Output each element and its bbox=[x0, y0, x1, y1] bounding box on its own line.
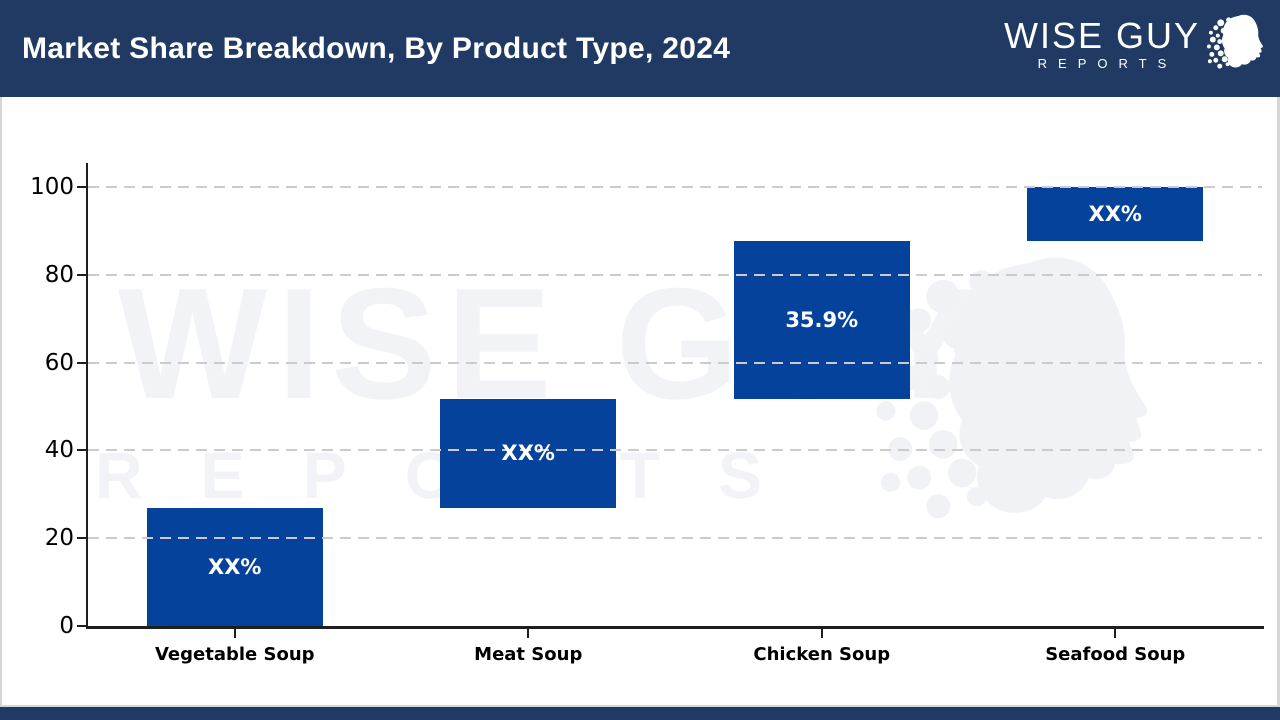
x-category-label: Chicken Soup bbox=[753, 644, 891, 665]
bar-value-label: XX% bbox=[1088, 202, 1142, 227]
footer-bar bbox=[0, 707, 1280, 720]
header-bar: Market Share Breakdown, By Product Type,… bbox=[0, 0, 1280, 97]
x-tick-mark bbox=[1114, 629, 1117, 638]
bar bbox=[146, 507, 323, 626]
y-tick-mark bbox=[77, 449, 86, 452]
y-tick-label: 20 bbox=[44, 525, 74, 552]
y-tick-mark bbox=[77, 537, 86, 540]
y-tick-label: 80 bbox=[44, 261, 74, 288]
bar bbox=[440, 399, 617, 508]
grid-line bbox=[88, 186, 1262, 188]
y-tick-mark bbox=[77, 273, 86, 276]
page-title: Market Share Breakdown, By Product Type,… bbox=[22, 31, 731, 65]
grid-line bbox=[88, 361, 1262, 364]
brand-name: WISE GUY bbox=[1003, 14, 1200, 56]
x-axis-spine bbox=[86, 626, 1264, 629]
y-tick-mark bbox=[77, 625, 86, 627]
grid-line bbox=[88, 449, 1262, 452]
y-tick-label: 40 bbox=[44, 437, 74, 464]
bar-value-label: XX% bbox=[501, 441, 555, 466]
x-tick-mark bbox=[820, 629, 823, 638]
x-tick-mark bbox=[233, 629, 236, 638]
x-category-label: Seafood Soup bbox=[1045, 644, 1186, 665]
dotted-head-watermark bbox=[876, 257, 1148, 519]
x-tick-mark bbox=[527, 629, 530, 638]
bar bbox=[1027, 187, 1204, 242]
y-tick-label: 0 bbox=[59, 613, 74, 639]
brand-tagline: REPORTS bbox=[1037, 56, 1178, 72]
y-tick-label: 60 bbox=[44, 349, 74, 376]
chart-figure: WISE GUY REPORTS 020406080100XX%Vegetabl… bbox=[0, 97, 1280, 707]
bar-value-label: XX% bbox=[208, 554, 262, 579]
brand-logo-text: WISE GUY REPORTS bbox=[1003, 14, 1200, 72]
grid-line bbox=[88, 273, 1262, 276]
x-category-label: Meat Soup bbox=[474, 644, 583, 665]
watermark-subtext: REPORTS bbox=[95, 442, 820, 508]
brand-logo: WISE GUY REPORTS bbox=[1004, 8, 1268, 80]
y-tick-mark bbox=[77, 186, 86, 188]
dotted-head-logo-icon bbox=[1206, 14, 1263, 69]
x-category-label: Vegetable Soup bbox=[154, 644, 315, 665]
y-tick-label: 100 bbox=[30, 174, 74, 200]
bar bbox=[733, 241, 910, 400]
grid-line bbox=[88, 537, 1262, 540]
y-axis-spine bbox=[86, 163, 88, 629]
y-tick-mark bbox=[77, 361, 86, 364]
bar-value-label: 35.9% bbox=[785, 308, 859, 333]
